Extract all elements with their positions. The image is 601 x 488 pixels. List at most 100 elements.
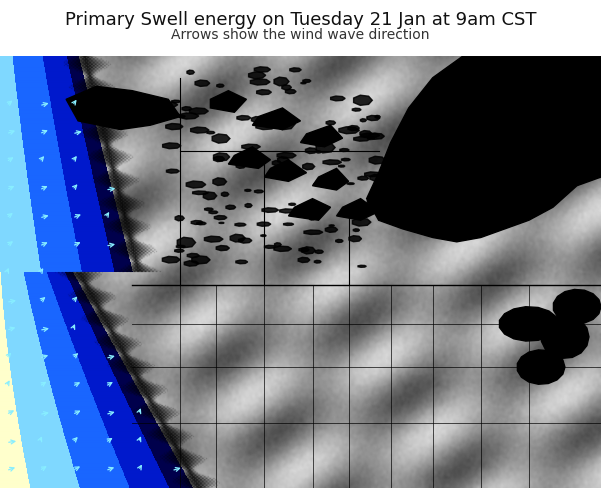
Polygon shape [242,144,260,149]
Polygon shape [221,192,229,196]
Polygon shape [352,218,371,226]
Polygon shape [203,192,217,200]
Polygon shape [195,80,210,86]
Polygon shape [299,248,309,252]
Polygon shape [367,116,380,121]
Polygon shape [354,137,370,141]
Polygon shape [367,199,382,205]
Polygon shape [226,205,236,209]
Polygon shape [369,156,385,164]
Polygon shape [358,265,367,267]
Polygon shape [284,223,294,225]
Polygon shape [186,181,206,188]
Polygon shape [361,133,380,138]
Polygon shape [315,250,323,253]
Polygon shape [179,113,199,119]
Polygon shape [285,89,296,94]
Polygon shape [349,236,362,242]
Polygon shape [217,84,224,87]
Polygon shape [300,125,343,147]
Polygon shape [298,257,310,263]
Polygon shape [237,116,251,120]
Polygon shape [160,102,178,107]
Polygon shape [554,289,601,324]
Polygon shape [360,131,372,137]
Polygon shape [348,125,359,131]
Polygon shape [272,161,281,165]
Polygon shape [370,174,383,181]
Polygon shape [279,209,296,213]
Polygon shape [245,203,252,207]
Polygon shape [219,222,224,224]
Polygon shape [329,225,334,226]
Polygon shape [257,222,271,226]
Polygon shape [353,229,359,231]
Polygon shape [177,237,195,248]
Polygon shape [262,208,279,212]
Polygon shape [180,115,185,118]
Polygon shape [340,148,349,152]
Polygon shape [176,245,185,248]
Polygon shape [313,168,349,190]
Polygon shape [274,246,291,251]
Polygon shape [314,183,320,186]
Polygon shape [213,178,227,185]
Polygon shape [331,96,345,101]
Polygon shape [185,261,199,266]
Polygon shape [325,227,338,232]
Polygon shape [317,145,322,146]
Polygon shape [245,189,251,191]
Polygon shape [323,160,341,164]
Polygon shape [367,56,601,242]
Polygon shape [326,121,335,125]
Polygon shape [166,169,179,173]
Polygon shape [301,82,306,84]
Polygon shape [365,172,381,177]
Text: Primary Swell energy on Tuesday 21 Jan at 9am CST: Primary Swell energy on Tuesday 21 Jan a… [65,11,536,29]
Polygon shape [282,85,291,90]
Polygon shape [252,108,300,129]
Polygon shape [353,95,372,105]
Polygon shape [310,218,315,220]
Polygon shape [175,249,185,252]
Polygon shape [249,72,266,79]
Polygon shape [213,156,225,162]
Polygon shape [339,165,345,167]
Polygon shape [236,260,248,264]
Polygon shape [305,148,317,154]
Polygon shape [209,211,218,214]
Polygon shape [303,163,315,170]
Polygon shape [339,127,359,134]
Polygon shape [352,108,361,111]
Polygon shape [215,216,227,220]
Polygon shape [204,208,213,211]
Polygon shape [189,108,209,114]
Polygon shape [369,133,385,139]
Polygon shape [290,68,301,72]
Polygon shape [239,238,252,243]
Polygon shape [210,91,246,112]
Polygon shape [163,143,181,149]
Polygon shape [191,127,209,133]
Polygon shape [207,131,215,134]
Polygon shape [337,199,379,220]
Polygon shape [175,216,185,221]
Polygon shape [358,176,369,180]
Polygon shape [235,223,246,226]
Polygon shape [275,118,295,130]
Polygon shape [204,236,223,242]
Polygon shape [257,90,272,95]
Polygon shape [336,240,343,243]
Polygon shape [274,77,289,86]
Polygon shape [166,123,183,130]
Polygon shape [213,153,230,161]
Polygon shape [172,100,180,103]
Polygon shape [278,157,289,163]
Polygon shape [368,137,374,140]
Polygon shape [216,245,230,251]
Polygon shape [188,253,200,258]
Polygon shape [376,198,381,199]
Polygon shape [251,79,270,85]
Polygon shape [234,154,252,162]
Polygon shape [289,203,296,205]
